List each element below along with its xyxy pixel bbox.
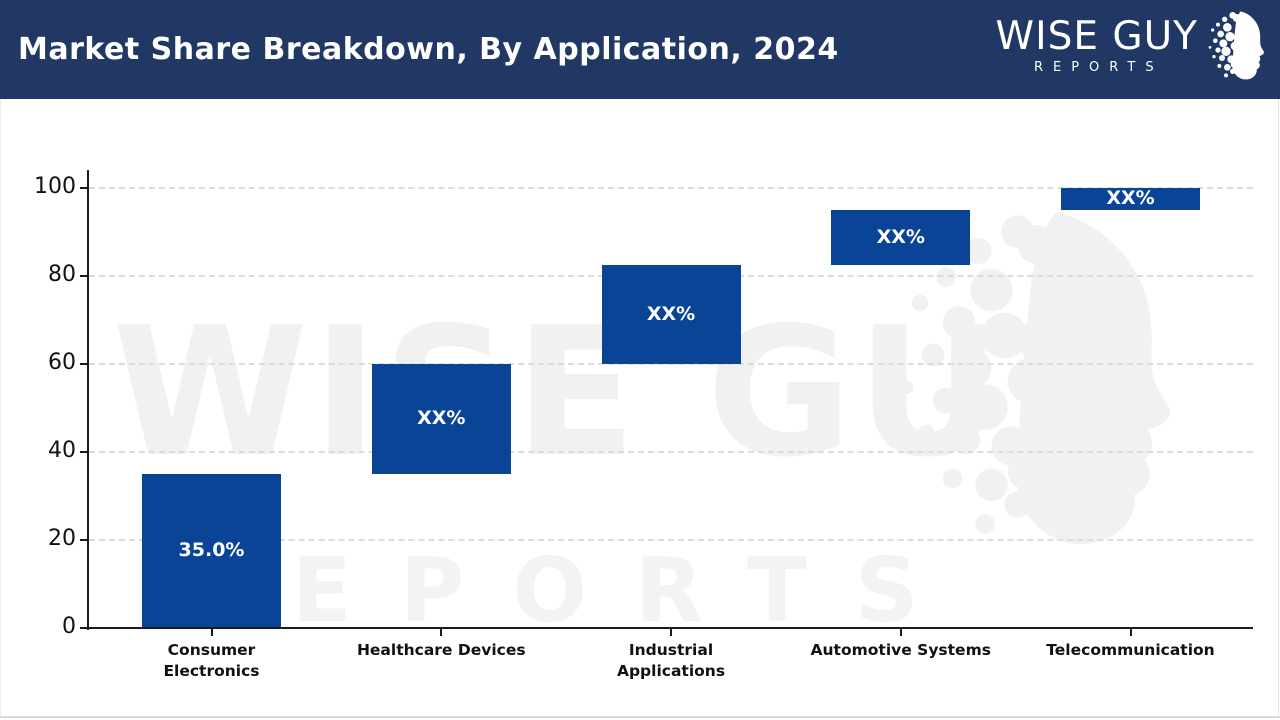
page-left-edge: [0, 99, 1, 718]
x-axis-line: [87, 626, 1253, 629]
y-axis-tick: [80, 450, 89, 453]
bar: 35.0%: [142, 473, 281, 628]
x-axis-tick: [1129, 629, 1132, 636]
logo-wordmark: WISE GUY: [995, 14, 1198, 60]
bar: XX%: [371, 363, 511, 474]
category-label: Healthcare Devices: [356, 641, 526, 659]
category-label: Consumer Electronics: [163, 641, 260, 680]
page-title: Market Share Breakdown, By Application, …: [18, 32, 839, 67]
logo-reports-text: REPORTS: [1033, 59, 1164, 75]
x-axis-tick: [899, 629, 902, 636]
bar-value-label: XX%: [876, 225, 925, 248]
y-axis-tick: [80, 626, 89, 629]
y-axis-tick: [80, 274, 89, 277]
y-tick-label: 80: [48, 261, 76, 287]
category-label: Telecommunication: [1046, 641, 1215, 659]
page-bottom-edge: [0, 716, 1280, 718]
category-label: Industrial Applications: [616, 641, 726, 680]
header-bar: Market Share Breakdown, By Application, …: [0, 0, 1280, 99]
bar-value-label: XX%: [646, 302, 696, 325]
x-axis-tick: [440, 629, 443, 636]
y-tick-label: 0: [62, 613, 76, 639]
bar-value-label: XX%: [417, 407, 466, 429]
gridline: [89, 186, 1253, 189]
gridline: [89, 450, 1253, 453]
bar-value-label: 35.0%: [178, 539, 245, 561]
x-axis-tick: [670, 629, 672, 636]
gridline: [89, 362, 1253, 365]
bar-value-label: XX%: [1106, 187, 1155, 209]
y-axis-tick: [80, 538, 89, 541]
category-label: Automotive Systems: [810, 641, 991, 659]
wiseguy-logo: WISE GUY REPORTS: [996, 8, 1266, 84]
y-tick-label: 100: [34, 173, 76, 199]
gridline: [89, 538, 1253, 541]
y-tick-label: 40: [48, 437, 76, 463]
bar: XX%: [601, 264, 741, 364]
bar: XX%: [831, 209, 971, 265]
bar: XX%: [1061, 187, 1200, 210]
y-axis-tick: [80, 362, 89, 365]
wiseguy-logo-text: WISE GUY REPORTS: [995, 14, 1198, 75]
y-axis-tick: [80, 186, 89, 189]
x-axis-tick: [210, 629, 213, 636]
y-axis-line: [87, 170, 89, 630]
page-right-edge: [1278, 99, 1279, 718]
y-tick-label: 20: [48, 525, 76, 551]
y-tick-label: 60: [48, 349, 76, 375]
